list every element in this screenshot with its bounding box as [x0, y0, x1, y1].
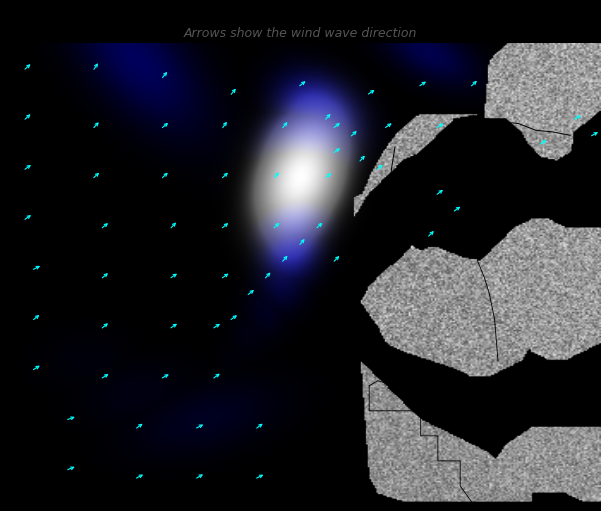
Text: Secondary Swell energy on Wednesday 19 Mar at 3pm WET: Secondary Swell energy on Wednesday 19 M… [52, 5, 549, 23]
Text: Arrows show the wind wave direction: Arrows show the wind wave direction [184, 28, 417, 40]
